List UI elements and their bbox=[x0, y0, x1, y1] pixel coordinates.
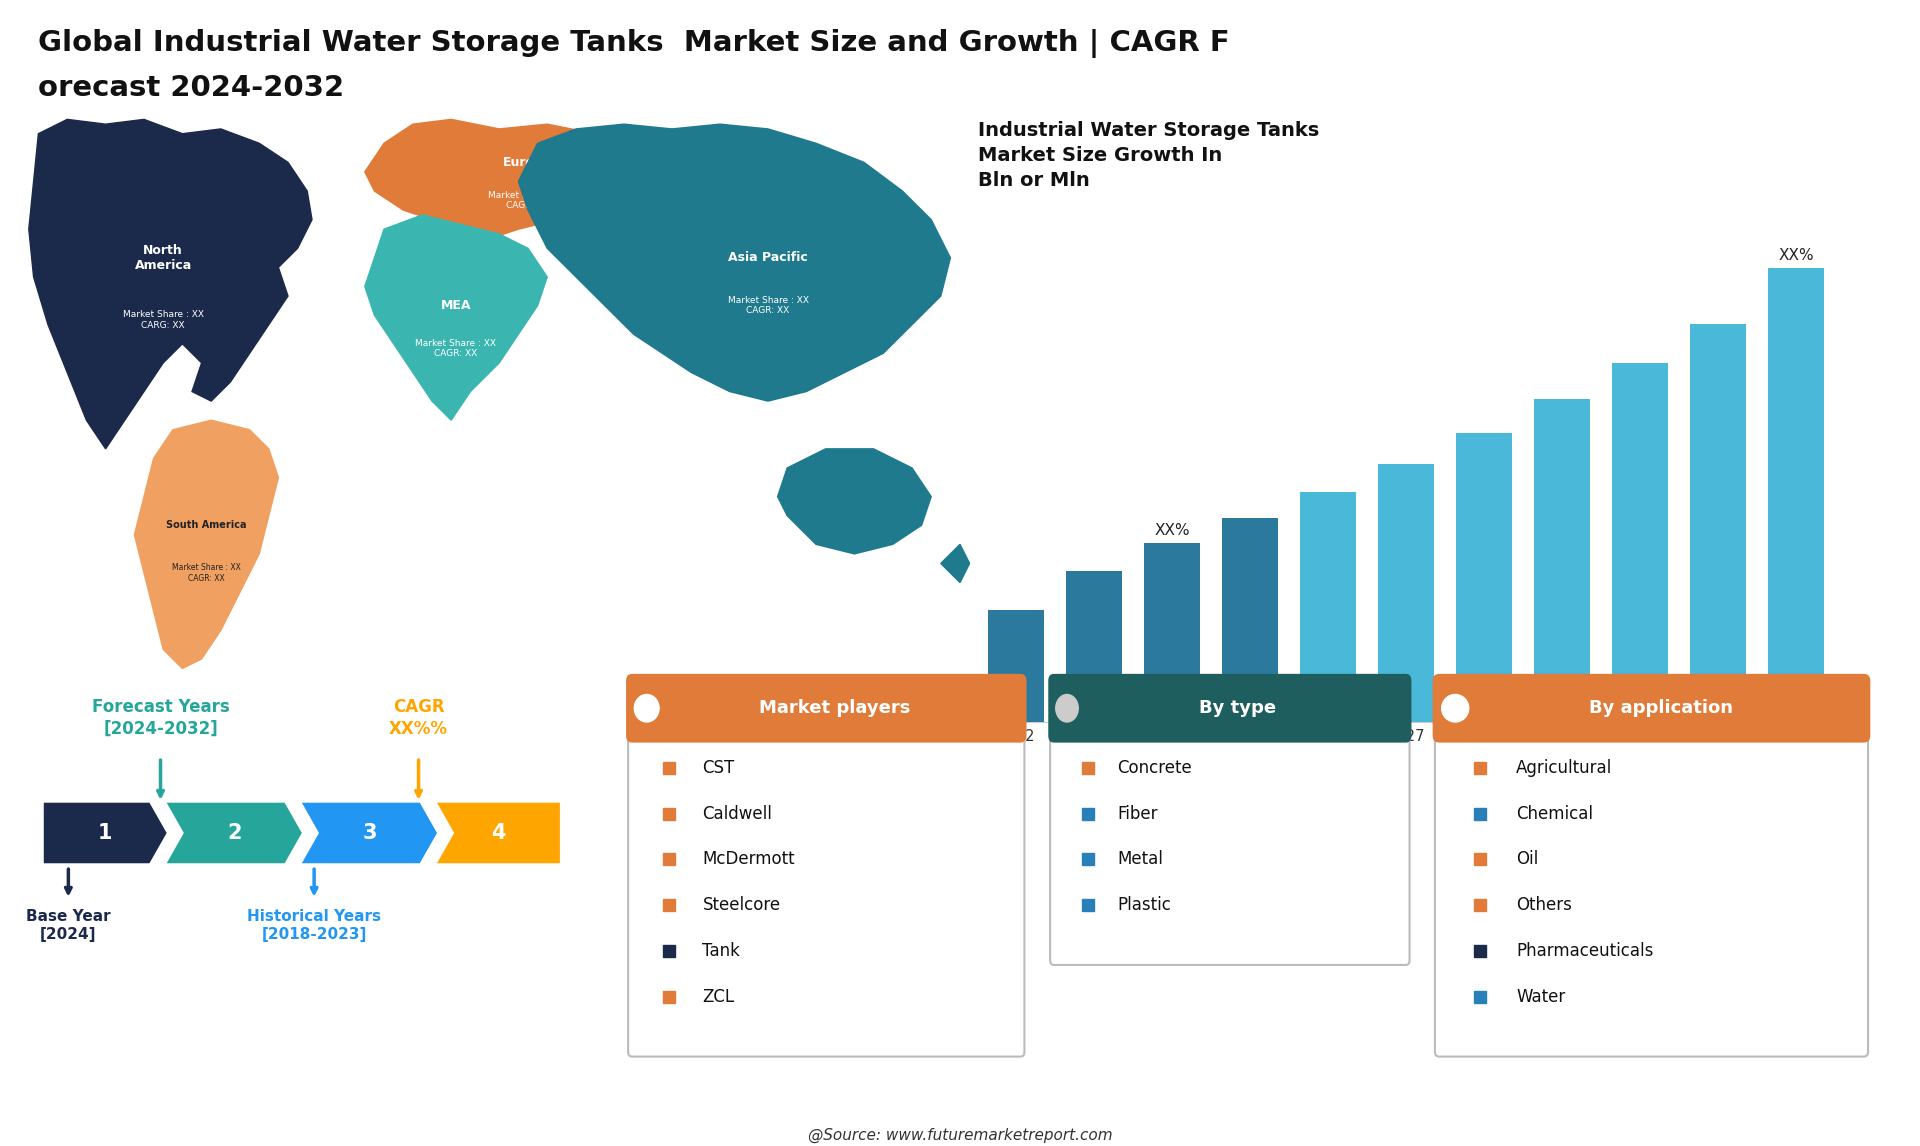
Bar bbox=[1768, 268, 1824, 722]
FancyBboxPatch shape bbox=[626, 674, 1027, 743]
Circle shape bbox=[1056, 694, 1079, 722]
Polygon shape bbox=[167, 802, 301, 863]
Polygon shape bbox=[365, 215, 547, 421]
Text: North
America: North America bbox=[134, 244, 192, 272]
Text: Caldwell: Caldwell bbox=[703, 804, 772, 823]
Text: XX%: XX% bbox=[1154, 523, 1190, 539]
Text: CST: CST bbox=[703, 759, 735, 777]
Text: Historical Years
[2018-2023]: Historical Years [2018-2023] bbox=[248, 909, 380, 942]
Bar bbox=[1066, 571, 1123, 722]
Text: 2: 2 bbox=[227, 823, 242, 843]
Text: McDermott: McDermott bbox=[703, 850, 795, 869]
Text: Europe: Europe bbox=[503, 156, 553, 168]
Text: Global Industrial Water Storage Tanks  Market Size and Growth | CAGR F: Global Industrial Water Storage Tanks Ma… bbox=[38, 29, 1231, 57]
Text: Plastic: Plastic bbox=[1117, 896, 1171, 915]
Text: South America: South America bbox=[167, 520, 246, 531]
Text: 4: 4 bbox=[492, 823, 505, 843]
Polygon shape bbox=[44, 802, 167, 863]
Text: @Source: www.futuremarketreport.com: @Source: www.futuremarketreport.com bbox=[808, 1129, 1112, 1144]
Text: Concrete: Concrete bbox=[1117, 759, 1192, 777]
Text: Fiber: Fiber bbox=[1117, 804, 1158, 823]
Text: Forecast Years
[2024-2032]: Forecast Years [2024-2032] bbox=[92, 698, 228, 738]
Bar bbox=[1534, 399, 1590, 722]
Text: Pharmaceuticals: Pharmaceuticals bbox=[1517, 942, 1653, 960]
Bar bbox=[1223, 518, 1279, 722]
Text: Market Share : XX
CAGR: XX: Market Share : XX CAGR: XX bbox=[728, 296, 808, 315]
Text: Metal: Metal bbox=[1117, 850, 1164, 869]
Bar bbox=[1690, 324, 1747, 722]
Text: Market Share : XX
CARG: XX: Market Share : XX CARG: XX bbox=[123, 311, 204, 330]
Polygon shape bbox=[134, 421, 278, 668]
Text: ZCL: ZCL bbox=[703, 988, 735, 1006]
Text: Asia Pacific: Asia Pacific bbox=[728, 251, 808, 265]
Text: 1: 1 bbox=[98, 823, 113, 843]
Text: Oil: Oil bbox=[1517, 850, 1538, 869]
Text: Water: Water bbox=[1517, 988, 1565, 1006]
Text: Chemical: Chemical bbox=[1517, 804, 1594, 823]
Text: Market Share : XX
CAGR: XX: Market Share : XX CAGR: XX bbox=[173, 564, 240, 582]
Text: Industrial Water Storage Tanks
Market Size Growth In
Bln or Mln: Industrial Water Storage Tanks Market Si… bbox=[979, 121, 1319, 190]
Bar bbox=[1455, 433, 1513, 722]
Text: Market players: Market players bbox=[758, 699, 910, 717]
Text: By type: By type bbox=[1198, 699, 1277, 717]
Circle shape bbox=[1442, 694, 1469, 722]
Polygon shape bbox=[941, 544, 970, 582]
FancyBboxPatch shape bbox=[1432, 674, 1870, 743]
Text: By application: By application bbox=[1588, 699, 1732, 717]
Text: Others: Others bbox=[1517, 896, 1572, 915]
FancyBboxPatch shape bbox=[1048, 674, 1411, 743]
Text: Steelcore: Steelcore bbox=[703, 896, 781, 915]
Bar bbox=[989, 610, 1044, 722]
Bar bbox=[1379, 464, 1434, 722]
Text: Market Share : XX
CAGR: XX: Market Share : XX CAGR: XX bbox=[415, 339, 497, 359]
Text: MEA: MEA bbox=[442, 299, 470, 312]
Polygon shape bbox=[365, 119, 682, 238]
Text: Base Year
[2024]: Base Year [2024] bbox=[27, 909, 111, 942]
Bar bbox=[1144, 542, 1200, 722]
Polygon shape bbox=[29, 119, 311, 449]
Text: 3: 3 bbox=[363, 823, 376, 843]
Circle shape bbox=[634, 694, 659, 722]
Polygon shape bbox=[518, 124, 950, 401]
Text: Market Share : XX
CAGR: XX: Market Share : XX CAGR: XX bbox=[488, 191, 568, 210]
Bar bbox=[1300, 492, 1356, 722]
Text: orecast 2024-2032: orecast 2024-2032 bbox=[38, 74, 344, 102]
Polygon shape bbox=[438, 802, 561, 863]
Text: Tank: Tank bbox=[703, 942, 741, 960]
Polygon shape bbox=[301, 802, 438, 863]
Text: XX%: XX% bbox=[1778, 249, 1814, 264]
Polygon shape bbox=[778, 449, 931, 554]
Text: CAGR
XX%%: CAGR XX%% bbox=[390, 698, 447, 738]
Text: Agricultural: Agricultural bbox=[1517, 759, 1613, 777]
Bar bbox=[1613, 363, 1668, 722]
